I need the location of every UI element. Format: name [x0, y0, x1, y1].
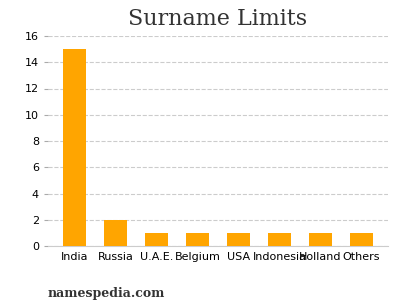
- Bar: [227, 233, 250, 246]
- Bar: [268, 233, 291, 246]
- Title: Surname Limits: Surname Limits: [128, 8, 308, 30]
- Bar: [350, 233, 372, 246]
- Bar: [145, 233, 168, 246]
- Bar: [186, 233, 209, 246]
- Bar: [309, 233, 332, 246]
- Bar: [64, 49, 86, 246]
- Text: namespedia.com: namespedia.com: [48, 287, 165, 300]
- Bar: [104, 220, 127, 246]
